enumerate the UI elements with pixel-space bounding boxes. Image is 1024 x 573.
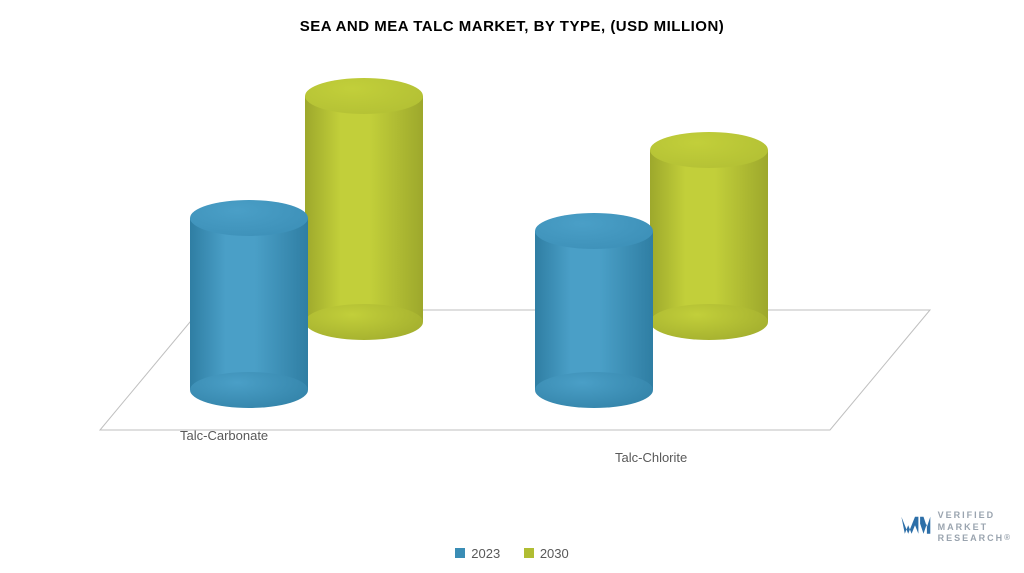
legend-item-2030: 2030 [524, 546, 569, 561]
cylinder-talcchlorite-2030 [650, 132, 768, 341]
cylinder-talccarbonate-2023 [190, 200, 308, 409]
category-label-chlorite: Talc-Chlorite [615, 450, 687, 465]
legend: 2023 2030 [0, 546, 1024, 562]
cylinder-talccarbonate-2030 [305, 78, 423, 340]
legend-swatch-2030 [524, 548, 534, 558]
chart-area: Talc-Carbonate Talc-Chlorite [60, 60, 940, 480]
cylinder-talcchlorite-2023 [535, 213, 653, 408]
vm-logo-icon [898, 510, 932, 544]
watermark: VERIFIED MARKET RESEARCH® [898, 510, 1012, 545]
category-label-carbonate: Talc-Carbonate [180, 428, 268, 443]
chart-title: SEA AND MEA TALC MARKET, BY TYPE, (USD M… [0, 0, 1024, 35]
legend-label-2023: 2023 [471, 546, 500, 561]
legend-swatch-2023 [455, 548, 465, 558]
legend-item-2023: 2023 [455, 546, 500, 561]
watermark-text: VERIFIED MARKET RESEARCH® [938, 510, 1012, 545]
legend-label-2030: 2030 [540, 546, 569, 561]
